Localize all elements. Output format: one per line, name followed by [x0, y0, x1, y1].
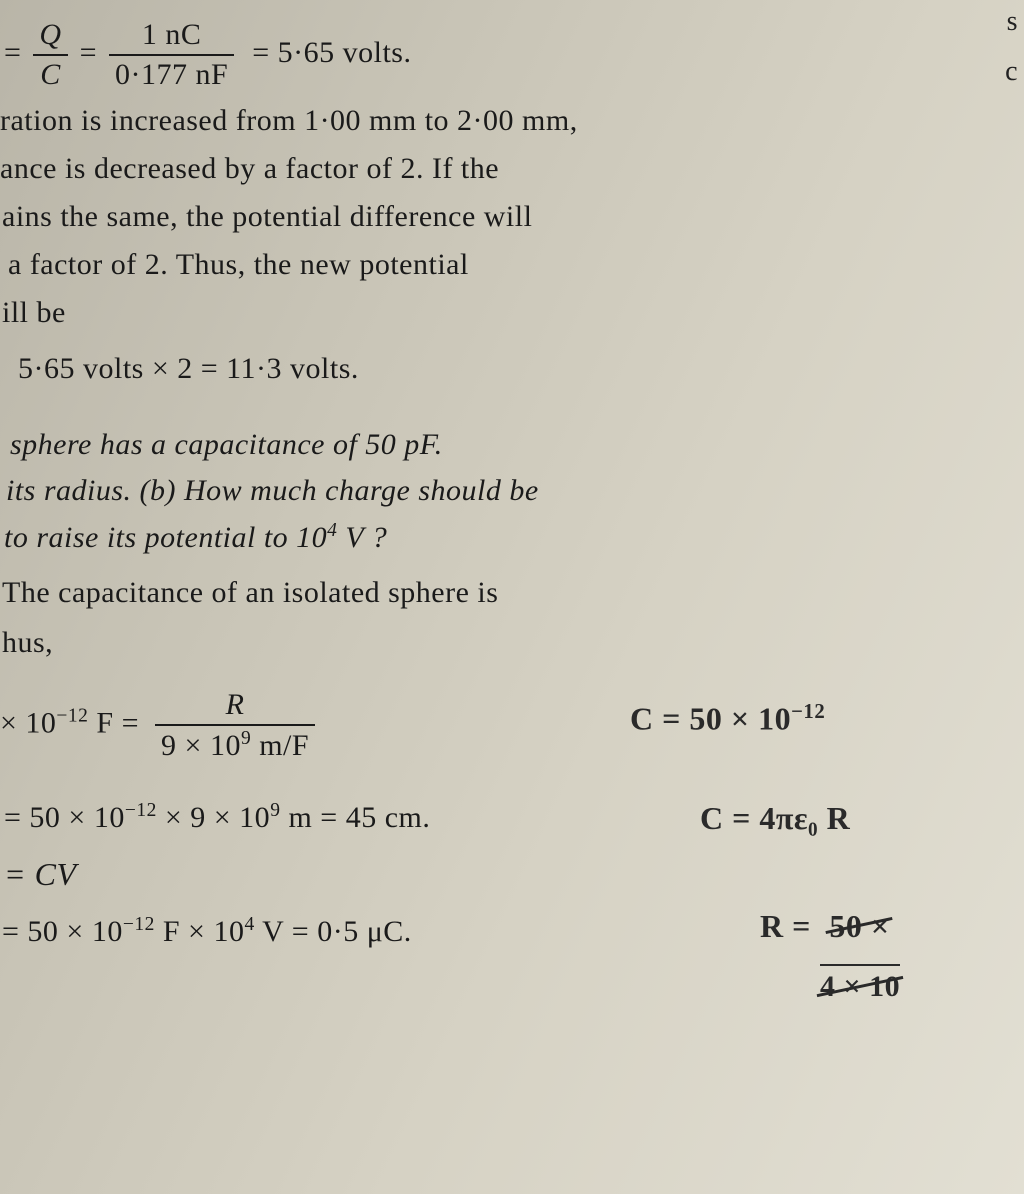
- numerator: Q: [33, 18, 67, 56]
- eq-text: × 9 × 10: [157, 801, 270, 834]
- exponent: −12: [791, 700, 825, 723]
- hand-strike: 50 ×: [829, 908, 889, 944]
- numerator: 1 nC: [109, 18, 234, 56]
- page-scan: = Q C = 1 nC 0·177 nF = 5·65 volts. s c …: [0, 0, 1024, 1194]
- exponent: 4: [327, 520, 337, 541]
- eq-text: × 10: [0, 706, 56, 739]
- exponent: 9: [270, 800, 280, 821]
- eq-text: =: [4, 36, 21, 69]
- eq-text: V = 0·5 μC.: [255, 915, 412, 948]
- eq-text: m = 45 cm.: [280, 801, 430, 834]
- exponent: 9: [241, 728, 251, 749]
- problem-text: its radius. (b) How much charge should b…: [6, 474, 539, 508]
- hand-text: C = 50 × 10: [630, 701, 791, 737]
- den-part: 9 × 10: [161, 729, 241, 762]
- problem-text: sphere has a capacitance of 50 pF.: [10, 428, 443, 462]
- body-text: a factor of 2. Thus, the new potential: [8, 248, 469, 282]
- equation-cv: = CV: [4, 856, 76, 893]
- problem-text: to raise its potential to 104 V ?: [4, 520, 387, 555]
- eq-text: F =: [88, 706, 139, 739]
- body-text: The capacitance of an isolated sphere is: [2, 576, 498, 610]
- equation-radius: = 50 × 10−12 × 9 × 109 m = 45 cm.: [4, 800, 430, 835]
- equation-charge: = 50 × 10−12 F × 104 V = 0·5 μC.: [2, 914, 412, 949]
- denominator: 9 × 109 m/F: [155, 726, 315, 763]
- body-text: ration is increased from 1·00 mm to 2·00…: [0, 104, 578, 138]
- exponent: −12: [56, 705, 88, 726]
- body-text: hus,: [2, 626, 53, 660]
- body-text: ance is decreased by a factor of 2. If t…: [0, 152, 499, 186]
- exponent: 4: [244, 914, 254, 935]
- equation-voltage: = Q C = 1 nC 0·177 nF = 5·65 volts.: [4, 18, 411, 92]
- denominator: 0·177 nF: [109, 56, 234, 92]
- fraction-r-over: R 9 × 109 m/F: [155, 688, 315, 763]
- handwritten-note: R = 50 ×: [760, 908, 890, 945]
- handwritten-note: C = 4πε₀ R: [700, 800, 850, 837]
- denominator: C: [33, 56, 67, 92]
- handwritten-note: C = 50 × 10−12: [630, 700, 825, 738]
- handwritten-note: 4 × 10: [820, 964, 900, 1004]
- fraction-1nc-over: 1 nC 0·177 nF: [109, 18, 234, 92]
- edge-letter: c: [1005, 56, 1018, 88]
- fraction-q-over-c: Q C: [33, 18, 67, 92]
- equation-capacitance-fraction: × 10−12 F = R 9 × 109 m/F: [0, 688, 315, 763]
- den-part: m/F: [251, 729, 309, 762]
- exponent: −12: [123, 914, 155, 935]
- eq-text: F × 10: [155, 915, 245, 948]
- hand-strike: 4 × 10: [820, 970, 900, 1003]
- hand-text: R =: [760, 908, 811, 944]
- eq-text: = 50 × 10: [4, 801, 125, 834]
- exponent: −12: [125, 800, 157, 821]
- edge-letter: s: [1007, 6, 1018, 38]
- body-text: ill be: [2, 296, 66, 330]
- problem-text-part: to raise its potential to 10: [4, 521, 327, 554]
- numerator: R: [155, 688, 315, 726]
- eq-text: =: [80, 36, 97, 69]
- body-text: ains the same, the potential difference …: [2, 200, 532, 234]
- eq-result: = 5·65 volts.: [252, 36, 411, 69]
- equation-doubled-voltage: 5·65 volts × 2 = 11·3 volts.: [18, 352, 359, 386]
- eq-text: = 50 × 10: [2, 915, 123, 948]
- problem-text-part: V ?: [337, 521, 387, 554]
